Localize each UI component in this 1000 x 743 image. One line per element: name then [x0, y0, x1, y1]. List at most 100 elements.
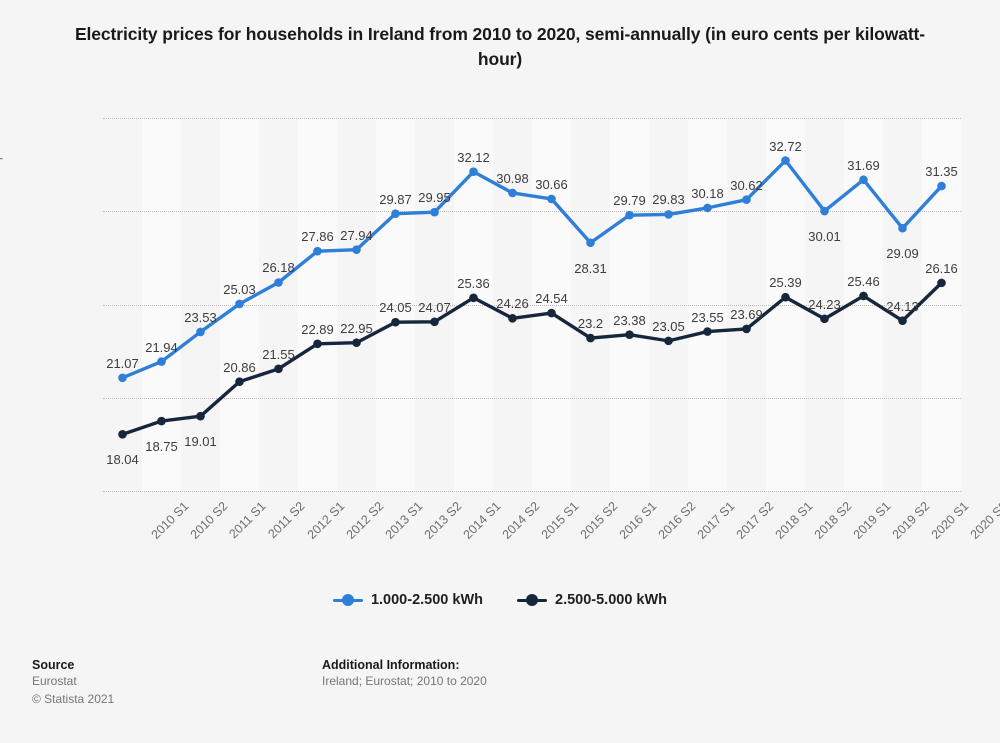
data-label: 32.72 — [769, 138, 802, 154]
data-point[interactable] — [508, 188, 517, 198]
x-axis-tick-label: 2018 S1 — [772, 499, 815, 542]
data-label: 24.13 — [886, 298, 919, 314]
x-axis-tick-label: 2019 S2 — [889, 499, 932, 542]
data-label: 19.01 — [184, 434, 217, 450]
data-label: 24.23 — [808, 296, 841, 312]
data-point[interactable] — [430, 207, 439, 217]
data-label: 22.89 — [301, 321, 334, 337]
data-point[interactable] — [547, 308, 556, 318]
data-label: 29.87 — [379, 191, 412, 207]
data-point[interactable] — [469, 167, 478, 177]
data-point[interactable] — [430, 317, 439, 327]
data-label: 24.07 — [418, 299, 451, 315]
additional-information-text: Ireland; Eurostat; 2010 to 2020 — [322, 674, 487, 688]
legend-item-series-2[interactable]: 2.500-5.000 kWh — [517, 592, 667, 608]
data-label: 22.95 — [340, 320, 373, 336]
x-axis-tick-label: 2010 S1 — [148, 499, 191, 542]
copyright-text: © Statista 2021 — [32, 692, 115, 706]
data-point[interactable] — [586, 333, 595, 343]
series-line-1 — [120, 158, 944, 380]
x-axis-tick-label: 2016 S1 — [616, 499, 659, 542]
x-axis-tick-label: 2020 S2 — [967, 499, 1000, 542]
data-point[interactable] — [547, 194, 556, 204]
y-axis-label: Euro cents per kilowatt-hour — [0, 74, 3, 218]
data-label: 23.05 — [652, 318, 685, 334]
x-axis-tick-label: 2011 S2 — [264, 499, 308, 542]
additional-information-heading: Additional Information: — [322, 658, 460, 672]
x-axis-tick-label: 2015 S1 — [538, 499, 581, 542]
data-point[interactable] — [664, 210, 673, 219]
data-point[interactable] — [859, 291, 868, 301]
x-axis-tick-label: 2015 S2 — [577, 499, 620, 542]
data-point[interactable] — [313, 339, 322, 349]
data-point[interactable] — [235, 299, 244, 309]
data-point[interactable] — [820, 314, 829, 324]
data-point[interactable] — [391, 317, 400, 327]
data-point[interactable] — [937, 278, 946, 288]
data-point[interactable] — [352, 338, 361, 348]
data-label: 29.09 — [886, 246, 919, 262]
data-point[interactable] — [118, 430, 127, 439]
data-point[interactable] — [625, 330, 634, 340]
legend-item-series-1[interactable]: 1.000-2.500 kWh — [332, 592, 483, 608]
data-point[interactable] — [586, 238, 595, 248]
data-point[interactable] — [742, 324, 751, 334]
data-label: 29.95 — [418, 190, 451, 206]
data-point[interactable] — [508, 314, 517, 323]
legend-label-series-1: 1.000-2.500 kWh — [370, 592, 483, 608]
data-point[interactable] — [898, 223, 907, 233]
data-label: 26.18 — [262, 260, 295, 276]
data-point[interactable] — [118, 373, 127, 383]
x-axis-tick-label: 2013 S2 — [421, 499, 464, 542]
data-label: 18.75 — [145, 439, 178, 455]
data-point[interactable] — [703, 327, 712, 336]
source-heading: Source — [32, 658, 75, 672]
data-point[interactable] — [937, 181, 946, 191]
data-point[interactable] — [391, 209, 400, 218]
data-label: 27.86 — [301, 229, 334, 245]
source-block: Source Eurostat © Statista 2021 — [32, 658, 114, 708]
data-point[interactable] — [274, 364, 283, 374]
data-point[interactable] — [196, 411, 205, 421]
data-point[interactable] — [274, 278, 283, 287]
data-point[interactable] — [664, 336, 673, 346]
y-gridline — [103, 491, 961, 492]
data-point[interactable] — [235, 377, 244, 387]
data-point[interactable] — [157, 357, 166, 366]
data-point[interactable] — [742, 195, 751, 204]
series-line-2 — [120, 281, 944, 436]
chart-legend: 1.000-2.500 kWh 2.500-5.000 kWh — [0, 592, 1000, 608]
data-point[interactable] — [157, 416, 166, 426]
additional-information-block: Additional Information: Ireland; Eurosta… — [322, 658, 487, 690]
data-point[interactable] — [820, 206, 829, 216]
data-label: 24.05 — [379, 300, 412, 316]
data-label: 29.79 — [613, 193, 646, 209]
data-label: 32.12 — [457, 149, 490, 165]
data-point[interactable] — [703, 203, 712, 213]
data-label: 26.16 — [925, 260, 958, 276]
data-label: 30.01 — [808, 229, 841, 245]
source-name: Eurostat — [32, 674, 77, 688]
data-label: 18.04 — [106, 452, 139, 468]
x-axis-tick-label: 2012 S2 — [343, 499, 386, 542]
data-point[interactable] — [859, 175, 868, 185]
data-point[interactable] — [625, 210, 634, 220]
data-label: 31.69 — [847, 157, 880, 173]
y-gridline — [103, 397, 961, 399]
data-point[interactable] — [196, 327, 205, 337]
data-point[interactable] — [898, 316, 907, 326]
x-axis-tick-label: 2018 S2 — [811, 499, 854, 542]
data-label: 20.86 — [223, 359, 256, 375]
data-point[interactable] — [469, 293, 478, 303]
data-point[interactable] — [781, 292, 790, 302]
x-axis-tick-label: 2016 S2 — [655, 499, 698, 542]
data-point[interactable] — [313, 246, 322, 256]
data-point[interactable] — [781, 156, 790, 165]
x-axis-tick-label: 2020 S1 — [928, 499, 971, 542]
y-gridline — [103, 211, 961, 213]
data-label: 25.03 — [223, 281, 256, 297]
data-label: 21.94 — [145, 339, 178, 355]
data-label: 30.98 — [496, 170, 529, 186]
data-point[interactable] — [352, 245, 361, 254]
